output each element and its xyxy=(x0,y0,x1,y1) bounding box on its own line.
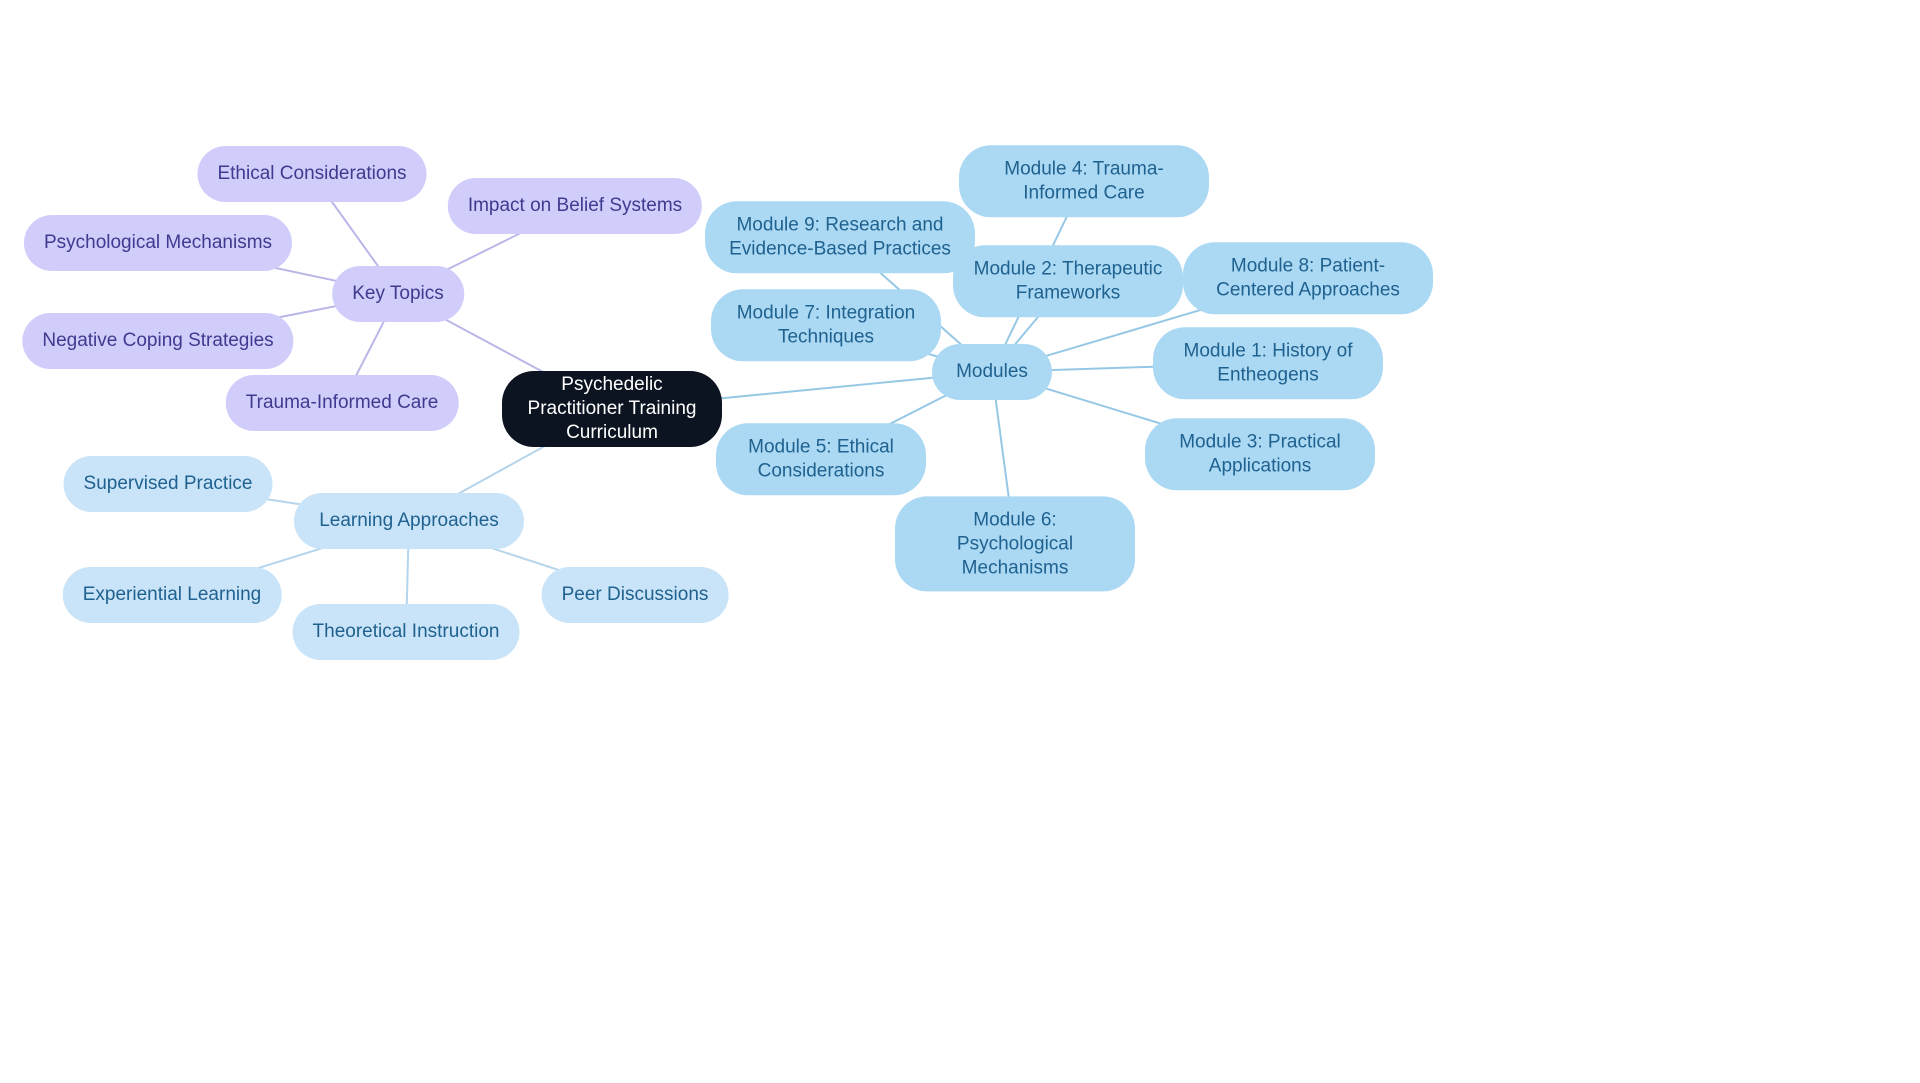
node-m8: Module 8: Patient-Centered Approaches xyxy=(1183,242,1433,314)
node-m3: Module 3: Practical Applications xyxy=(1145,418,1375,490)
node-label: Module 9: Research and Evidence-Based Pr… xyxy=(725,213,955,261)
hub-label: Modules xyxy=(956,360,1028,384)
node-label: Module 7: Integration Techniques xyxy=(731,301,921,349)
hub-key-topics: Key Topics xyxy=(332,266,464,322)
root-node: Psychedelic Practitioner Training Curric… xyxy=(502,371,722,447)
node-m1: Module 1: History of Entheogens xyxy=(1153,327,1383,399)
hub-learning: Learning Approaches xyxy=(294,493,524,549)
node-m7: Module 7: Integration Techniques xyxy=(711,289,941,361)
node-ethical: Ethical Considerations xyxy=(197,146,426,202)
root-label: Psychedelic Practitioner Training Curric… xyxy=(522,373,702,444)
hub-label: Learning Approaches xyxy=(319,509,499,533)
node-m6: Module 6: Psychological Mechanisms xyxy=(895,496,1135,591)
hub-modules: Modules xyxy=(932,344,1052,400)
node-label: Negative Coping Strategies xyxy=(42,329,273,353)
node-label: Module 2: Therapeutic Frameworks xyxy=(973,257,1163,305)
node-impact: Impact on Belief Systems xyxy=(448,178,702,234)
node-label: Module 1: History of Entheogens xyxy=(1173,339,1363,387)
node-experiential: Experiential Learning xyxy=(63,567,282,623)
node-label: Ethical Considerations xyxy=(217,162,406,186)
node-m4: Module 4: Trauma-Informed Care xyxy=(959,145,1209,217)
node-label: Impact on Belief Systems xyxy=(468,194,682,218)
node-trauma: Trauma-Informed Care xyxy=(226,375,459,431)
node-label: Experiential Learning xyxy=(83,583,262,607)
node-label: Peer Discussions xyxy=(562,583,709,607)
node-m2: Module 2: Therapeutic Frameworks xyxy=(953,245,1183,317)
node-label: Module 3: Practical Applications xyxy=(1165,430,1355,478)
node-label: Theoretical Instruction xyxy=(313,620,500,644)
hub-label: Key Topics xyxy=(352,282,444,306)
node-label: Module 6: Psychological Mechanisms xyxy=(915,508,1115,579)
node-label: Module 4: Trauma-Informed Care xyxy=(979,157,1189,205)
node-peer: Peer Discussions xyxy=(542,567,729,623)
node-label: Psychological Mechanisms xyxy=(44,231,272,255)
node-theoretical: Theoretical Instruction xyxy=(293,604,520,660)
node-label: Trauma-Informed Care xyxy=(246,391,439,415)
node-label: Module 8: Patient-Centered Approaches xyxy=(1203,254,1413,302)
node-label: Module 5: Ethical Considerations xyxy=(736,435,906,483)
node-m9: Module 9: Research and Evidence-Based Pr… xyxy=(705,201,975,273)
node-supervised: Supervised Practice xyxy=(64,456,273,512)
node-m5: Module 5: Ethical Considerations xyxy=(716,423,926,495)
node-psychmech: Psychological Mechanisms xyxy=(24,215,292,271)
node-label: Supervised Practice xyxy=(84,472,253,496)
node-negcoping: Negative Coping Strategies xyxy=(22,313,293,369)
